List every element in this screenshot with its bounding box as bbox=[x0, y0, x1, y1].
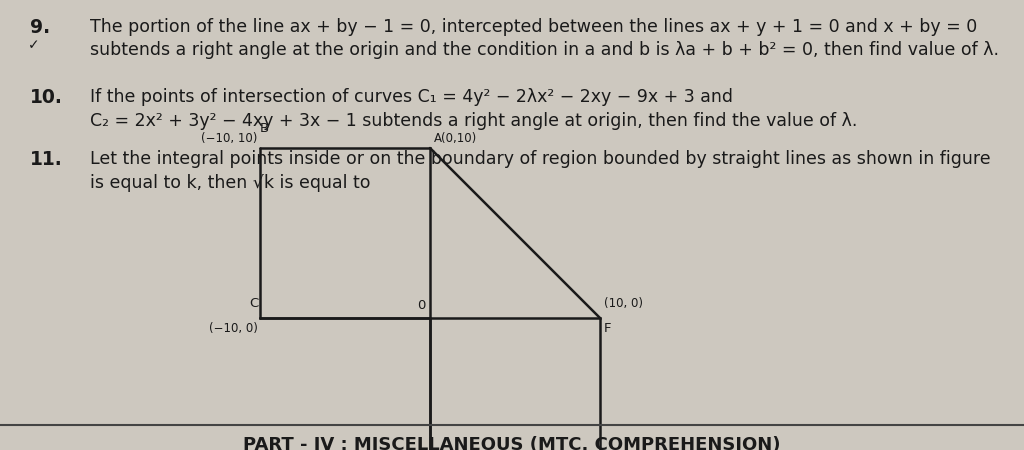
Text: Let the integral points inside or on the boundary of region bounded by straight : Let the integral points inside or on the… bbox=[90, 150, 990, 168]
Text: F: F bbox=[604, 322, 611, 335]
Text: (−10, 0): (−10, 0) bbox=[209, 322, 258, 335]
Text: The portion of the line ax + by − 1 = 0, intercepted between the lines ax + y + : The portion of the line ax + by − 1 = 0,… bbox=[90, 18, 977, 36]
Text: subtends a right angle at the origin and the condition in a and b is λa + b + b²: subtends a right angle at the origin and… bbox=[90, 41, 999, 59]
Text: (−10, 10): (−10, 10) bbox=[201, 132, 257, 145]
Text: 9.: 9. bbox=[30, 18, 50, 37]
Text: C₂ = 2x² + 3y² − 4xy + 3x − 1 subtends a right angle at origin, then find the va: C₂ = 2x² + 3y² − 4xy + 3x − 1 subtends a… bbox=[90, 112, 857, 130]
Text: B: B bbox=[259, 122, 268, 135]
Text: A(0,10): A(0,10) bbox=[434, 132, 477, 145]
Text: 10.: 10. bbox=[30, 88, 62, 107]
Text: 11.: 11. bbox=[30, 150, 62, 169]
Text: (10, 0): (10, 0) bbox=[604, 297, 643, 310]
Text: 0: 0 bbox=[417, 299, 425, 312]
Text: ✓: ✓ bbox=[28, 38, 40, 52]
Text: If the points of intersection of curves C₁ = 4y² − 2λx² − 2xy − 9x + 3 and: If the points of intersection of curves … bbox=[90, 88, 733, 106]
Text: C: C bbox=[249, 297, 258, 310]
Text: PART - IV : MISCELLANEOUS (MTC. COMPREHENSION): PART - IV : MISCELLANEOUS (MTC. COMPREHE… bbox=[244, 436, 780, 450]
Text: is equal to k, then √k is equal to: is equal to k, then √k is equal to bbox=[90, 174, 371, 192]
